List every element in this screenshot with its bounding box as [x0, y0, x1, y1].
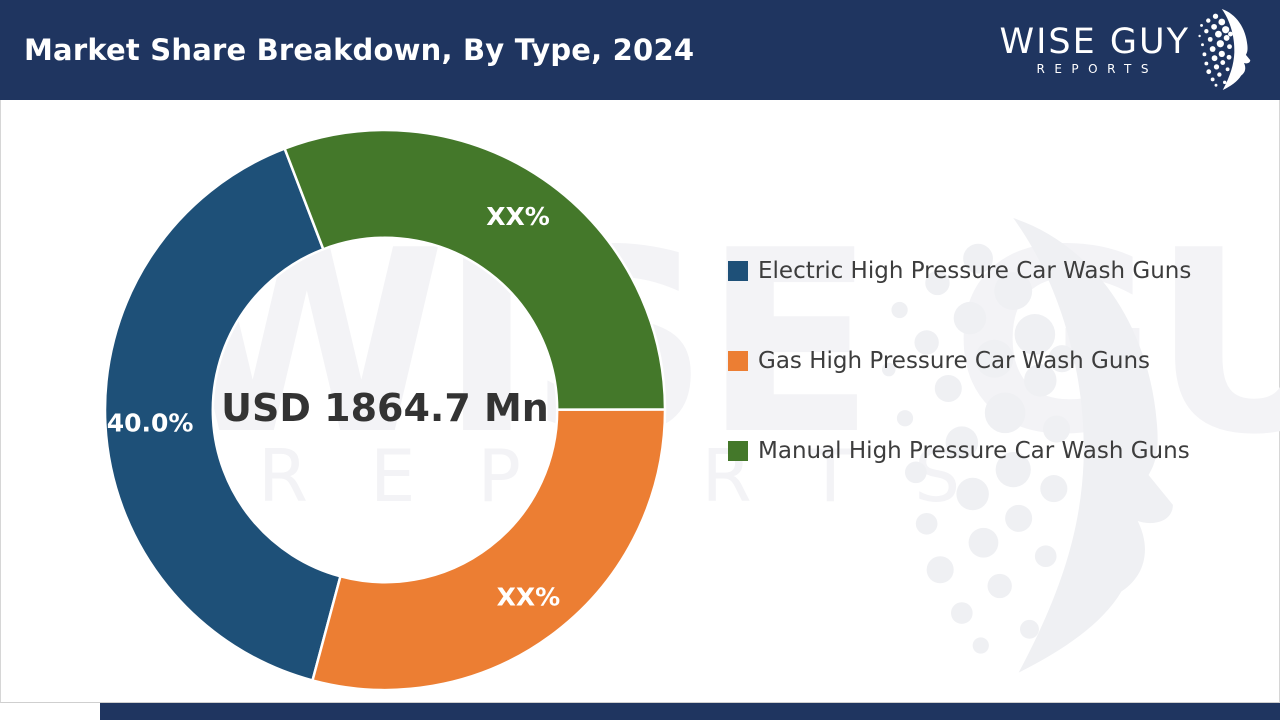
legend-swatch-icon [728, 440, 748, 461]
donut-slice [283, 128, 667, 411]
page-title: Market Share Breakdown, By Type, 2024 [24, 33, 695, 67]
slice-label: XX% [497, 582, 561, 611]
header: Market Share Breakdown, By Type, 2024 WI… [0, 0, 1280, 100]
slice-label: 40.0% [107, 408, 194, 437]
brand-logo: WISE GUY REPORTS [999, 9, 1254, 91]
slice-label: XX% [486, 202, 550, 231]
logo-wordmark-line1: WISE GUY [999, 22, 1190, 63]
center-value: USD 1864.7 Mn [221, 386, 549, 430]
legend-label: Manual High Pressure Car Wash Guns [758, 437, 1190, 464]
logo-wordmark: WISE GUY REPORTS [999, 24, 1190, 76]
legend-item: Electric High Pressure Car Wash Guns [728, 254, 1191, 287]
legend: Electric High Pressure Car Wash Guns Gas … [728, 254, 1191, 524]
logo-wordmark-line2: REPORTS [1036, 61, 1158, 76]
legend-label: Electric High Pressure Car Wash Guns [758, 257, 1192, 284]
face-profile-icon [1192, 9, 1254, 91]
legend-item: Manual High Pressure Car Wash Guns [728, 434, 1191, 467]
legend-swatch-icon [728, 260, 748, 281]
donut-slice [103, 147, 342, 682]
footer-bar [100, 703, 1280, 720]
donut-chart: 40.0% XX% XX% [103, 128, 667, 692]
legend-label: Gas High Pressure Car Wash Guns [758, 347, 1151, 374]
donut-slice [311, 408, 667, 692]
legend-item: Gas High Pressure Car Wash Guns [728, 344, 1191, 377]
legend-swatch-icon [728, 350, 748, 371]
